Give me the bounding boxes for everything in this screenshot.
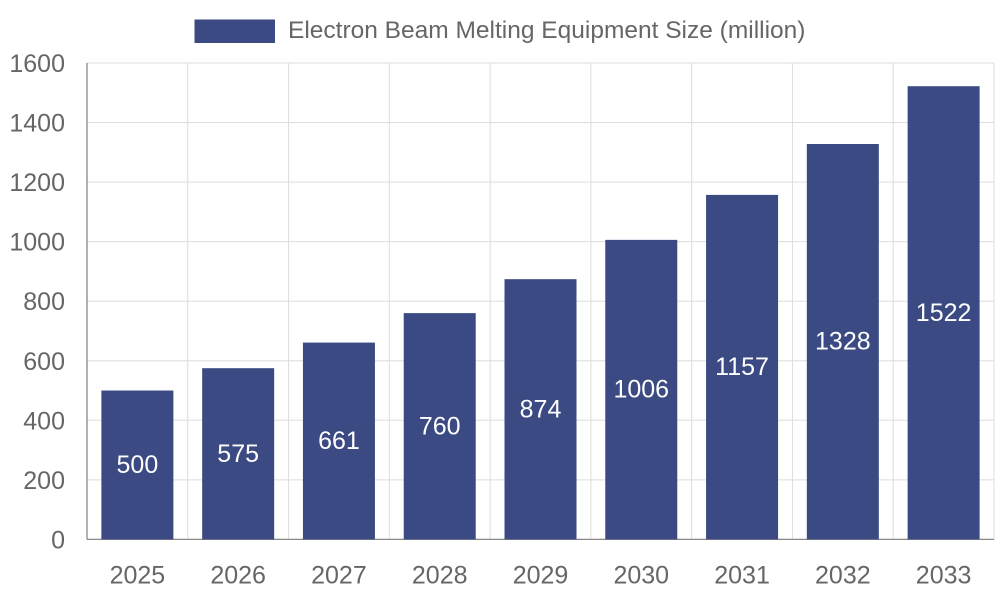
svg-text:2028: 2028: [412, 561, 468, 589]
svg-text:1200: 1200: [9, 169, 65, 197]
svg-text:874: 874: [520, 395, 562, 423]
svg-text:1600: 1600: [9, 50, 65, 78]
svg-text:Electron Beam Melting Equipmen: Electron Beam Melting Equipment Size (mi…: [288, 17, 805, 44]
svg-text:1006: 1006: [613, 376, 669, 404]
svg-text:800: 800: [23, 288, 65, 316]
svg-text:2033: 2033: [916, 561, 972, 589]
svg-text:1522: 1522: [916, 299, 972, 327]
svg-text:400: 400: [23, 407, 65, 435]
svg-text:2030: 2030: [613, 561, 669, 589]
svg-text:575: 575: [217, 440, 259, 468]
svg-text:1328: 1328: [815, 328, 871, 356]
svg-text:1000: 1000: [9, 229, 65, 257]
svg-text:2025: 2025: [110, 561, 166, 589]
svg-text:661: 661: [318, 427, 360, 455]
svg-text:1400: 1400: [9, 110, 65, 138]
svg-text:2026: 2026: [210, 561, 266, 589]
svg-text:2031: 2031: [714, 561, 770, 589]
svg-text:2032: 2032: [815, 561, 871, 589]
svg-text:200: 200: [23, 467, 65, 495]
svg-text:760: 760: [419, 412, 461, 440]
svg-text:1157: 1157: [715, 353, 769, 381]
svg-text:600: 600: [23, 348, 65, 376]
svg-text:2027: 2027: [311, 561, 367, 589]
svg-text:0: 0: [51, 526, 65, 554]
svg-text:2029: 2029: [513, 561, 569, 589]
svg-text:500: 500: [117, 451, 159, 479]
